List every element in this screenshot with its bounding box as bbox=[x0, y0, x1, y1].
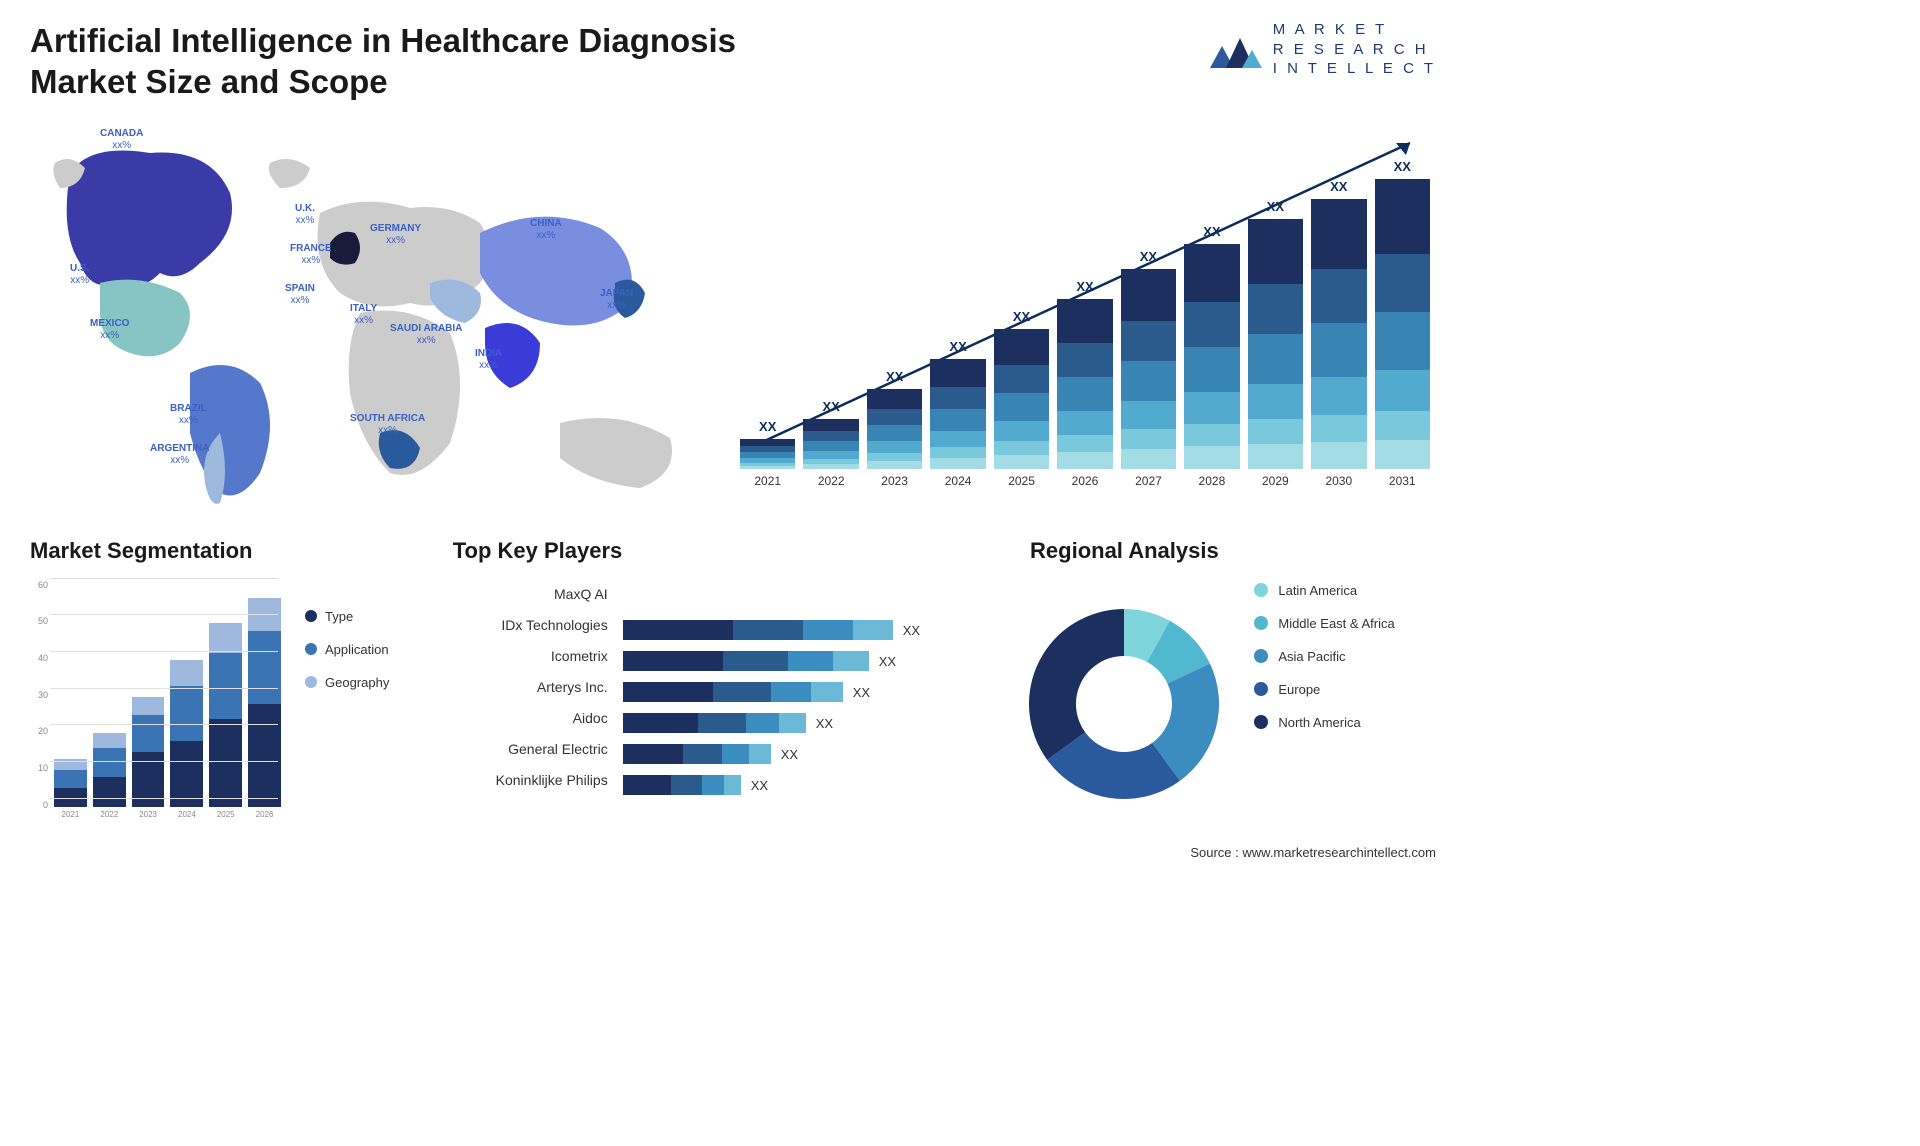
growth-bar-value-label: XX bbox=[1184, 224, 1239, 239]
key-player-label: MaxQ AI bbox=[453, 579, 608, 610]
key-player-bar-row: XX bbox=[623, 677, 990, 708]
donut-slice bbox=[1029, 609, 1124, 760]
source-attribution: Source : www.marketresearchintellect.com bbox=[1190, 845, 1436, 860]
growth-bar-column: XX2023 bbox=[867, 389, 922, 488]
segmentation-legend-item: Application bbox=[305, 642, 425, 657]
growth-bar-value-label: XX bbox=[1121, 249, 1176, 264]
growth-bar-value-label: XX bbox=[1311, 179, 1366, 194]
market-segmentation-panel: Market Segmentation 0102030405060 202120… bbox=[30, 538, 428, 819]
regional-legend-item: Latin America bbox=[1254, 583, 1394, 598]
growth-bar-value-label: XX bbox=[740, 419, 795, 434]
growth-bar-column: XX2030 bbox=[1311, 199, 1366, 488]
key-player-bar-row bbox=[623, 584, 990, 615]
key-player-label: Koninklijke Philips bbox=[453, 765, 608, 796]
map-country-label: U.K.xx% bbox=[295, 203, 315, 227]
growth-bar-year-label: 2031 bbox=[1389, 474, 1416, 488]
key-player-bar-row: XX bbox=[623, 615, 990, 646]
map-country-label: ITALYxx% bbox=[350, 303, 377, 327]
map-country-label: MEXICOxx% bbox=[90, 318, 129, 342]
segmentation-bar-column: 2023 bbox=[132, 697, 165, 819]
growth-bar-year-label: 2023 bbox=[881, 474, 908, 488]
growth-bar-column: XX2021 bbox=[740, 439, 795, 488]
segmentation-bar-column: 2022 bbox=[93, 733, 126, 818]
map-country-label: SOUTH AFRICAxx% bbox=[350, 413, 425, 437]
segmentation-legend-item: Geography bbox=[305, 675, 425, 690]
growth-bar-value-label: XX bbox=[1248, 199, 1303, 214]
growth-bar-year-label: 2028 bbox=[1199, 474, 1226, 488]
map-country-label: JAPANxx% bbox=[600, 288, 633, 312]
growth-bar-column: XX2025 bbox=[994, 329, 1049, 488]
key-players-bar-chart: XXXXXXXXXXXX bbox=[623, 538, 990, 819]
growth-bar-value-label: XX bbox=[1375, 159, 1430, 174]
logo-line-2: R E S E A R C H bbox=[1273, 40, 1436, 60]
top-key-players-panel: Top Key Players MaxQ AIIDx TechnologiesI… bbox=[453, 538, 990, 819]
regional-legend-item: Europe bbox=[1254, 682, 1394, 697]
key-player-bar-row: XX bbox=[623, 646, 990, 677]
map-country-label: INDIAxx% bbox=[475, 348, 502, 372]
growth-bar-column: XX2028 bbox=[1184, 244, 1239, 488]
segmentation-bar-column: 2024 bbox=[170, 660, 203, 819]
segmentation-bar-column: 2025 bbox=[209, 623, 242, 818]
growth-bar-year-label: 2026 bbox=[1072, 474, 1099, 488]
key-players-title: Top Key Players bbox=[453, 538, 608, 564]
growth-bar-value-label: XX bbox=[994, 309, 1049, 324]
key-player-label: IDx Technologies bbox=[453, 610, 608, 641]
growth-stacked-bar-chart: XX2021XX2022XX2023XX2024XX2025XX2026XX20… bbox=[740, 113, 1430, 513]
growth-bar-year-label: 2022 bbox=[818, 474, 845, 488]
growth-bar-column: XX2022 bbox=[803, 419, 858, 488]
segmentation-bar-column: 2021 bbox=[54, 759, 87, 819]
regional-analysis-panel: Regional Analysis Latin America Middle Ea… bbox=[1014, 538, 1436, 819]
world-map: CANADAxx% U.S.xx% MEXICOxx% BRAZILxx% ARGENT… bbox=[30, 113, 710, 513]
logo-line-3: I N T E L L E C T bbox=[1273, 59, 1436, 79]
map-country-label: FRANCExx% bbox=[290, 243, 332, 267]
map-country-label: BRAZILxx% bbox=[170, 403, 207, 427]
growth-bar-year-label: 2025 bbox=[1008, 474, 1035, 488]
key-player-bar-row: XX bbox=[623, 708, 990, 739]
key-player-label: Arterys Inc. bbox=[453, 672, 608, 703]
growth-bar-column: XX2031 bbox=[1375, 179, 1430, 488]
map-country-label: SPAINxx% bbox=[285, 283, 315, 307]
growth-bar-value-label: XX bbox=[803, 399, 858, 414]
key-player-label: Icometrix bbox=[453, 641, 608, 672]
regional-legend-item: North America bbox=[1254, 715, 1394, 730]
segmentation-title: Market Segmentation bbox=[30, 538, 428, 564]
growth-bar-column: XX2029 bbox=[1248, 219, 1303, 488]
growth-bar-year-label: 2030 bbox=[1325, 474, 1352, 488]
segmentation-bar-column: 2026 bbox=[248, 598, 281, 819]
map-country-label: CHINAxx% bbox=[530, 218, 562, 242]
regional-title: Regional Analysis bbox=[1014, 538, 1234, 564]
growth-bar-value-label: XX bbox=[867, 369, 922, 384]
key-player-bar-row: XX bbox=[623, 770, 990, 801]
key-player-bar-row: XX bbox=[623, 739, 990, 770]
page-title: Artificial Intelligence in Healthcare Di… bbox=[30, 20, 810, 103]
growth-bar-column: XX2027 bbox=[1121, 269, 1176, 488]
brand-logo: M A R K E T R E S E A R C H I N T E L L … bbox=[1208, 20, 1436, 79]
map-country-label: U.S.xx% bbox=[70, 263, 89, 287]
growth-bar-column: XX2026 bbox=[1057, 299, 1112, 488]
regional-legend-item: Middle East & Africa bbox=[1254, 616, 1394, 631]
logo-line-1: M A R K E T bbox=[1273, 20, 1436, 40]
growth-bar-column: XX2024 bbox=[930, 359, 985, 488]
segmentation-stacked-bar-chart: 0102030405060 202120222023202420252026 T… bbox=[30, 579, 428, 819]
growth-bar-year-label: 2027 bbox=[1135, 474, 1162, 488]
map-country-label: CANADAxx% bbox=[100, 128, 143, 152]
growth-bar-year-label: 2021 bbox=[754, 474, 781, 488]
growth-bar-year-label: 2024 bbox=[945, 474, 972, 488]
map-country-label: SAUDI ARABIAxx% bbox=[390, 323, 462, 347]
segmentation-legend-item: Type bbox=[305, 609, 425, 624]
key-player-label: Aidoc bbox=[453, 703, 608, 734]
regional-donut-chart bbox=[1014, 594, 1234, 814]
map-country-label: ARGENTINAxx% bbox=[150, 443, 209, 467]
map-country-label: GERMANYxx% bbox=[370, 223, 421, 247]
growth-bar-value-label: XX bbox=[930, 339, 985, 354]
growth-bar-value-label: XX bbox=[1057, 279, 1112, 294]
key-player-label: General Electric bbox=[453, 734, 608, 765]
regional-legend-item: Asia Pacific bbox=[1254, 649, 1394, 664]
growth-bar-year-label: 2029 bbox=[1262, 474, 1289, 488]
